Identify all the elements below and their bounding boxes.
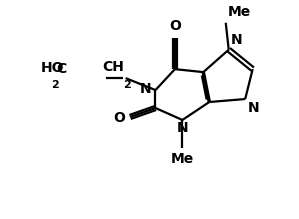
Text: N: N [177,122,188,136]
Text: Me: Me [171,152,194,166]
Text: O: O [113,111,125,125]
Text: Me: Me [228,5,251,19]
Text: N: N [248,101,260,115]
Text: CH: CH [102,60,124,74]
Text: O: O [169,19,181,33]
Text: 2: 2 [51,81,59,90]
Text: N: N [139,81,151,95]
Text: N: N [231,33,243,47]
Text: HO: HO [40,61,64,75]
Text: 2: 2 [123,79,131,90]
Text: C: C [56,62,66,76]
